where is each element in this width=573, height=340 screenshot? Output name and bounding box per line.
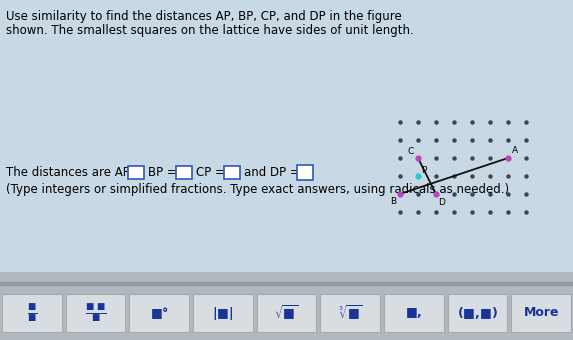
- Bar: [320, 294, 380, 332]
- Text: $\blacksquare$,: $\blacksquare$,: [405, 306, 422, 320]
- Text: More: More: [523, 306, 559, 320]
- Text: The distances are AP =: The distances are AP =: [6, 166, 143, 178]
- Bar: [0, 282, 573, 285]
- Text: $\sqrt{\blacksquare}$: $\sqrt{\blacksquare}$: [274, 304, 299, 322]
- Text: $\frac{\blacksquare\ \blacksquare}{\blacksquare}$: $\frac{\blacksquare\ \blacksquare}{\blac…: [85, 302, 106, 324]
- Text: (Type integers or simplified fractions. Type exact answers, using radicals as ne: (Type integers or simplified fractions. …: [6, 183, 509, 196]
- Bar: [176, 166, 192, 178]
- Text: Use similarity to find the distances AP, BP, CP, and DP in the figure: Use similarity to find the distances AP,…: [6, 10, 402, 23]
- Bar: [257, 294, 316, 332]
- Text: B: B: [390, 197, 396, 206]
- Text: $\sqrt[3]{\blacksquare}$: $\sqrt[3]{\blacksquare}$: [338, 304, 363, 322]
- Text: P: P: [421, 166, 426, 175]
- Text: CP =: CP =: [196, 166, 225, 178]
- Bar: [129, 294, 189, 332]
- Text: C: C: [408, 147, 414, 156]
- Text: and DP =: and DP =: [244, 166, 300, 178]
- Text: |$\blacksquare$|: |$\blacksquare$|: [212, 305, 234, 322]
- Text: A: A: [512, 146, 518, 155]
- Bar: [224, 166, 240, 178]
- Bar: [511, 294, 571, 332]
- Text: $\frac{\blacksquare}{\blacksquare}$: $\frac{\blacksquare}{\blacksquare}$: [27, 302, 37, 324]
- Bar: [297, 165, 313, 180]
- Text: BP =: BP =: [148, 166, 176, 178]
- Bar: [128, 166, 144, 178]
- Text: $\blacksquare$°: $\blacksquare$°: [150, 305, 168, 321]
- Bar: [2, 294, 62, 332]
- Text: D: D: [438, 198, 445, 207]
- Bar: [448, 294, 507, 332]
- Bar: [193, 294, 253, 332]
- Text: ($\blacksquare$,$\blacksquare$): ($\blacksquare$,$\blacksquare$): [457, 305, 498, 321]
- Text: shown. The smallest squares on the lattice have sides of unit length.: shown. The smallest squares on the latti…: [6, 24, 414, 37]
- Bar: [66, 294, 125, 332]
- Bar: [384, 294, 444, 332]
